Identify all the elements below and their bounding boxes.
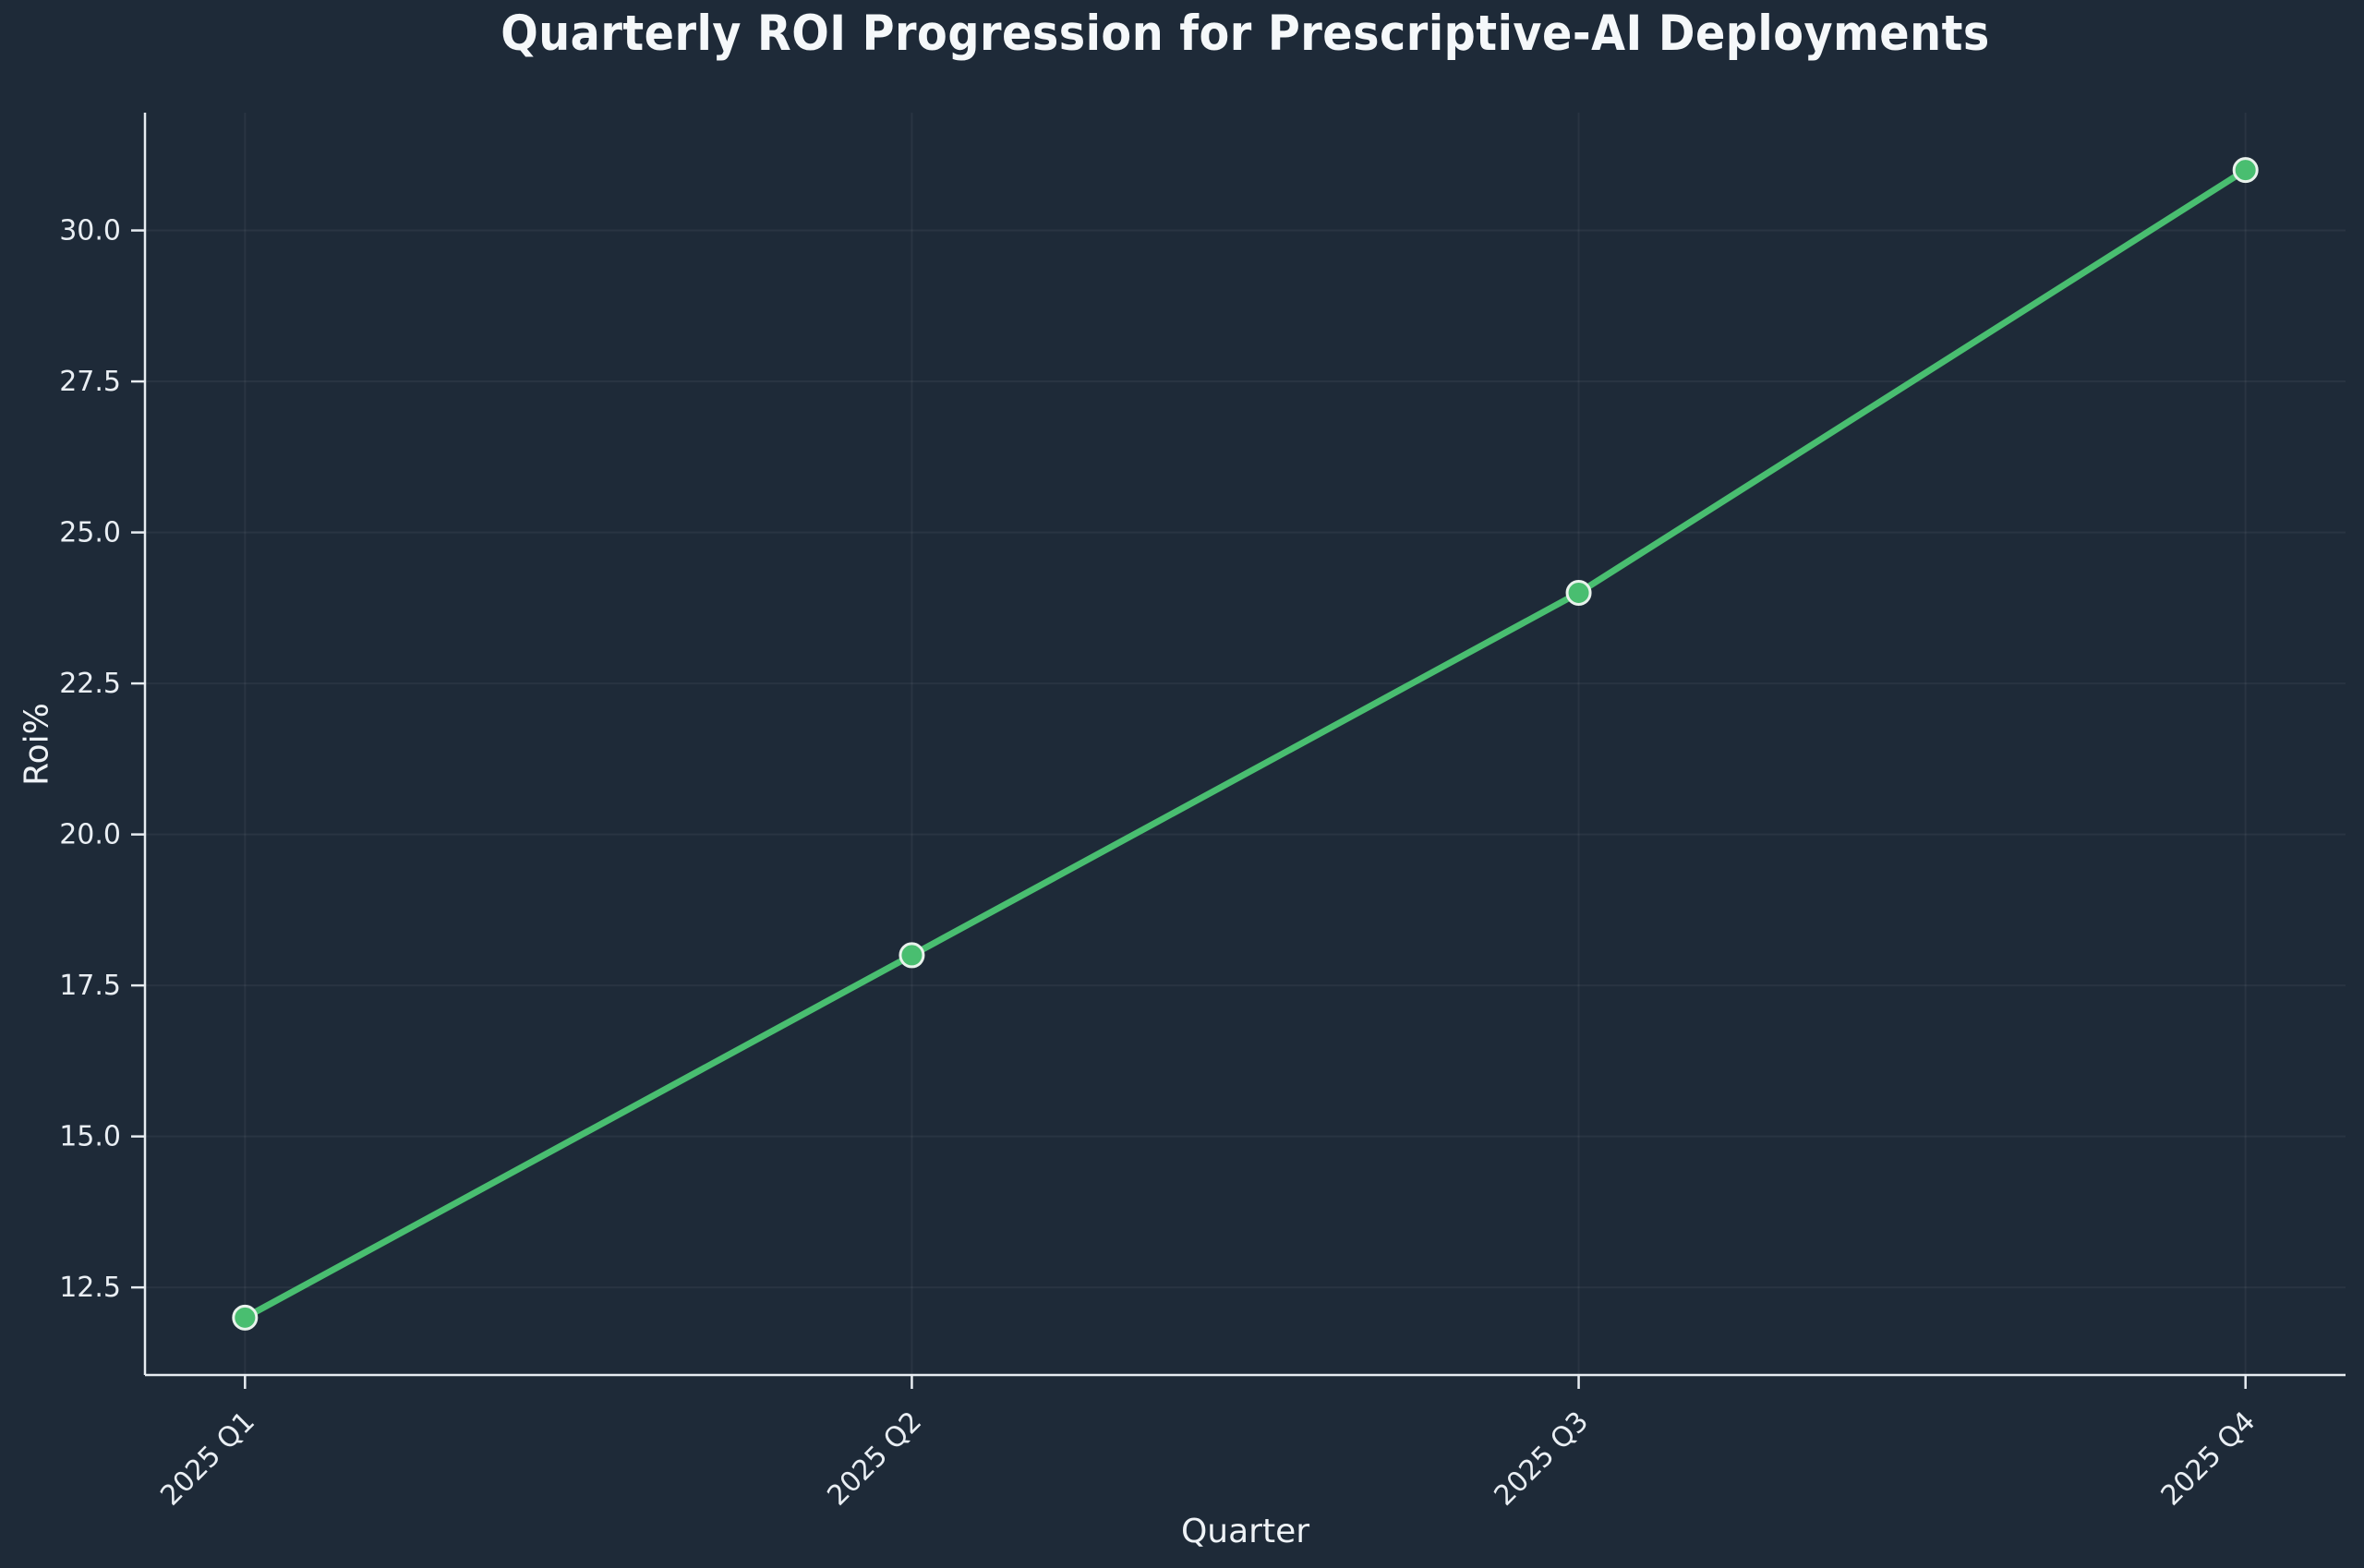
y-tick-label: 22.5 xyxy=(59,668,121,700)
data-point-marker xyxy=(1565,579,1592,606)
data-point-marker xyxy=(2232,157,2259,184)
data-point-marker xyxy=(232,1304,259,1331)
y-tick-label: 30.0 xyxy=(59,215,121,247)
y-tick-label: 15.0 xyxy=(59,1121,121,1153)
roi-line-series xyxy=(241,166,2249,1321)
y-tick-label: 27.5 xyxy=(59,366,121,398)
chart-title: Quarterly ROI Progression for Prescripti… xyxy=(501,6,1990,62)
x-tick-label: 2025 Q1 xyxy=(154,1405,261,1513)
y-tick-label: 25.0 xyxy=(59,517,121,549)
y-tick-label: 20.0 xyxy=(59,819,121,851)
data-point-marker xyxy=(899,942,925,969)
x-tick-label: 2025 Q2 xyxy=(821,1405,928,1513)
x-axis-label: Quarter xyxy=(1180,1513,1310,1550)
y-axis-label: Roi% xyxy=(18,703,56,786)
x-tick-label: 2025 Q3 xyxy=(1489,1405,1596,1513)
y-tick-label: 12.5 xyxy=(59,1272,121,1304)
x-tick-label: 2025 Q4 xyxy=(2155,1405,2262,1513)
y-tick-label: 17.5 xyxy=(59,970,121,1002)
